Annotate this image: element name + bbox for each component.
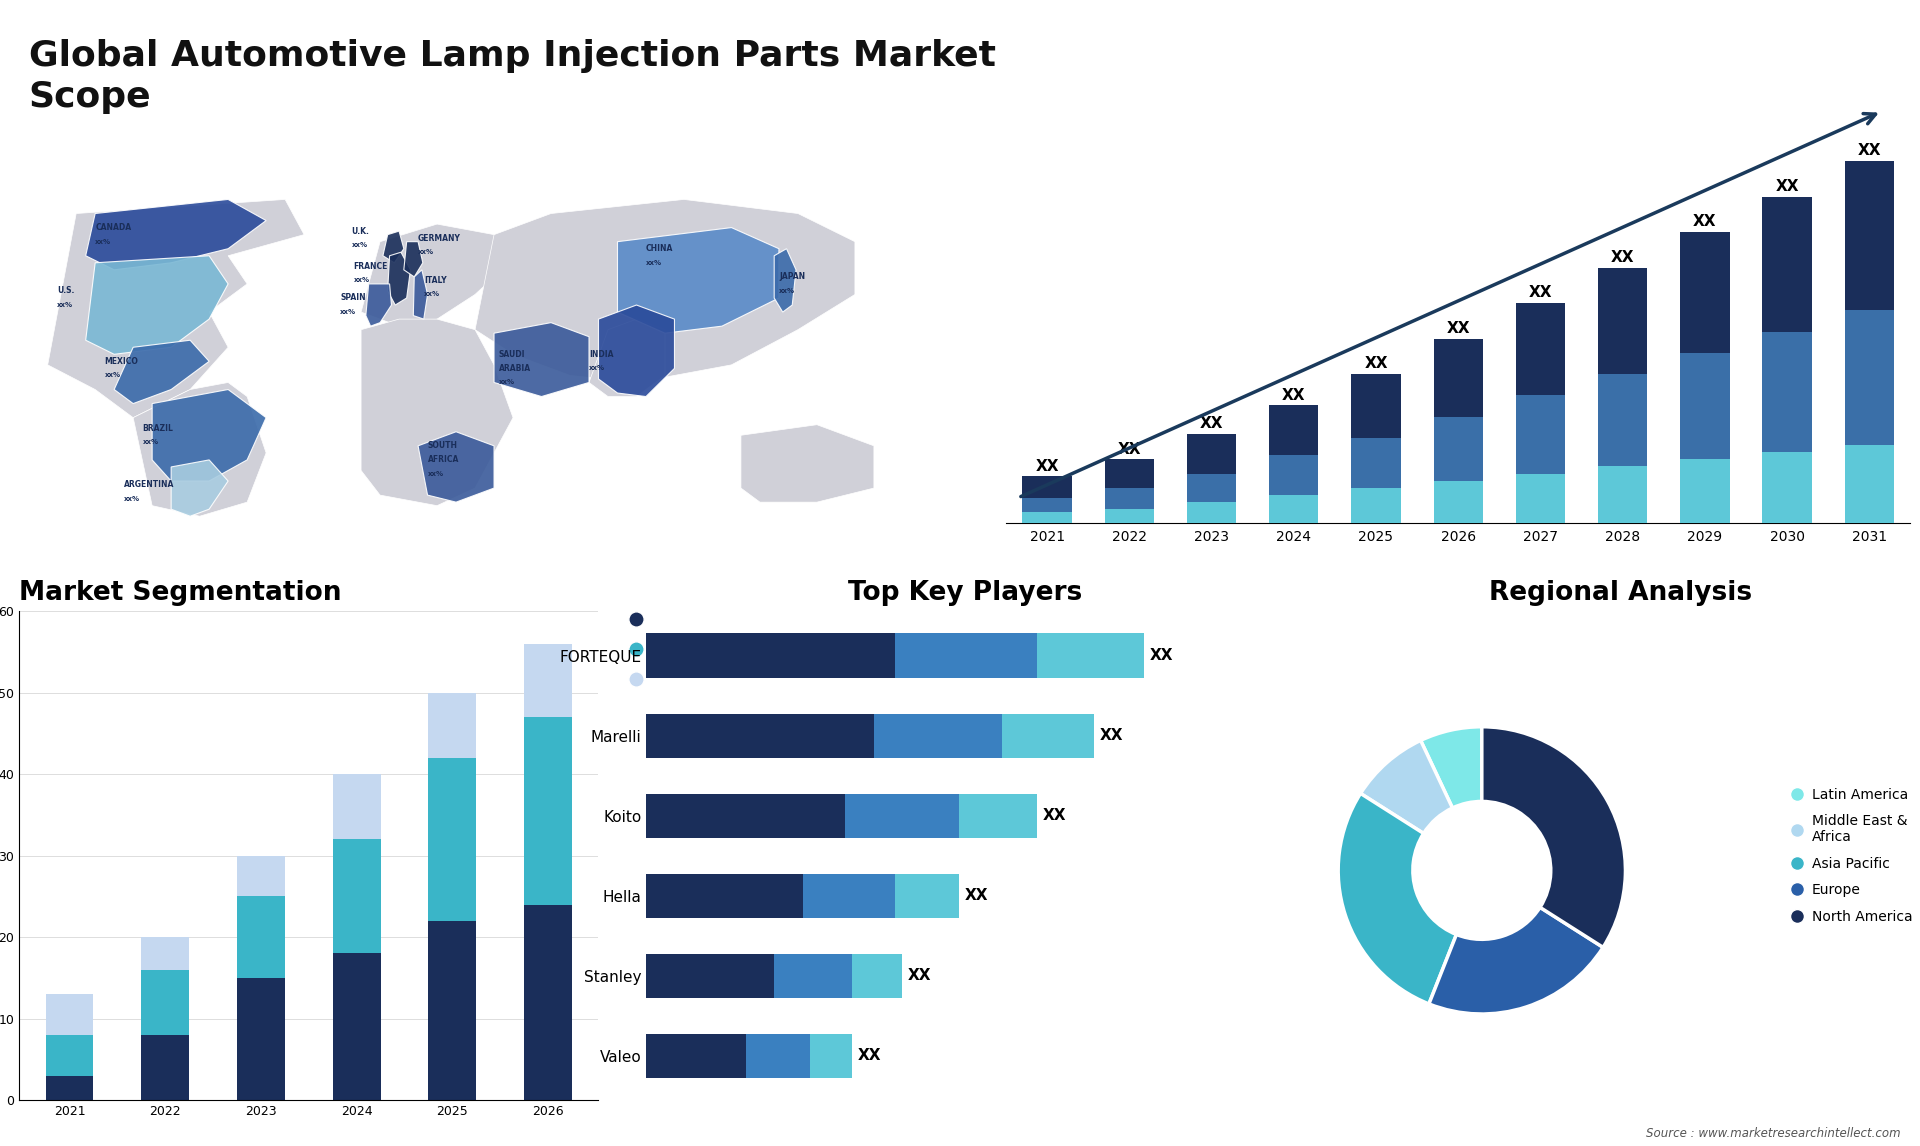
- Bar: [1597, 268, 1647, 374]
- Text: XX: XX: [964, 888, 989, 903]
- Text: XX: XX: [1365, 356, 1388, 371]
- Bar: [1845, 162, 1893, 311]
- Title: Regional Analysis: Regional Analysis: [1490, 580, 1753, 606]
- Bar: [1021, 497, 1071, 512]
- Text: XX: XX: [1446, 321, 1471, 336]
- Bar: [647, 953, 774, 998]
- Bar: [1845, 311, 1893, 445]
- Text: XX: XX: [1693, 214, 1716, 229]
- Bar: [46, 1076, 94, 1100]
- Bar: [332, 953, 380, 1100]
- Bar: [1352, 438, 1400, 488]
- Bar: [852, 953, 902, 998]
- Bar: [1763, 197, 1812, 331]
- Bar: [1434, 480, 1482, 524]
- Bar: [1434, 417, 1482, 480]
- Bar: [810, 1034, 852, 1078]
- Bar: [142, 937, 190, 970]
- Bar: [46, 1035, 94, 1076]
- Bar: [142, 1035, 190, 1100]
- Text: Global Automotive Lamp Injection Parts Market Size and
Scope: Global Automotive Lamp Injection Parts M…: [29, 39, 1181, 113]
- Text: XX: XX: [858, 1049, 881, 1063]
- Bar: [774, 953, 852, 998]
- Bar: [1434, 339, 1482, 417]
- Text: XX: XX: [1043, 808, 1066, 823]
- Text: XX: XX: [1100, 728, 1123, 743]
- Bar: [236, 856, 284, 896]
- Bar: [1680, 353, 1730, 460]
- Legend: Latin America, Middle East &
Africa, Asia Pacific, Europe, North America: Latin America, Middle East & Africa, Asi…: [1791, 785, 1914, 927]
- Text: XX: XX: [908, 968, 931, 983]
- Text: XX: XX: [1150, 647, 1173, 664]
- Bar: [236, 896, 284, 978]
- Text: Source : www.marketresearchintellect.com: Source : www.marketresearchintellect.com: [1645, 1128, 1901, 1140]
- Bar: [895, 873, 960, 918]
- Bar: [1763, 453, 1812, 524]
- Bar: [1269, 406, 1319, 455]
- Bar: [647, 1034, 745, 1078]
- Bar: [428, 692, 476, 758]
- Text: Market Segmentation: Market Segmentation: [19, 580, 342, 606]
- Bar: [1680, 233, 1730, 353]
- Bar: [1352, 374, 1400, 438]
- Bar: [803, 873, 895, 918]
- Bar: [647, 873, 803, 918]
- Title: Top Key Players: Top Key Players: [847, 580, 1083, 606]
- Bar: [1187, 473, 1236, 502]
- Bar: [332, 775, 380, 839]
- Bar: [1515, 395, 1565, 473]
- Bar: [142, 970, 190, 1035]
- Bar: [647, 794, 845, 838]
- Bar: [874, 714, 1002, 758]
- Bar: [524, 644, 572, 717]
- Text: XX: XX: [1283, 387, 1306, 402]
- Bar: [1515, 304, 1565, 395]
- Bar: [46, 995, 94, 1035]
- Text: XX: XX: [1776, 179, 1799, 194]
- Bar: [1763, 331, 1812, 453]
- Text: XX: XX: [1611, 250, 1634, 265]
- Bar: [895, 634, 1037, 677]
- Text: XX: XX: [1200, 416, 1223, 431]
- Bar: [1104, 488, 1154, 509]
- Bar: [647, 714, 874, 758]
- Bar: [428, 758, 476, 921]
- Bar: [1515, 473, 1565, 524]
- Bar: [1021, 512, 1071, 524]
- Bar: [745, 1034, 810, 1078]
- Bar: [1187, 434, 1236, 473]
- Bar: [1680, 460, 1730, 524]
- Bar: [524, 717, 572, 904]
- Legend: Type, Application, Geography: Type, Application, Geography: [618, 610, 753, 691]
- Bar: [524, 904, 572, 1100]
- Bar: [647, 634, 895, 677]
- Bar: [1002, 714, 1094, 758]
- Bar: [1597, 466, 1647, 524]
- Bar: [1845, 445, 1893, 524]
- Bar: [1104, 509, 1154, 524]
- Text: XX: XX: [1857, 143, 1882, 158]
- Bar: [1597, 374, 1647, 466]
- Bar: [845, 794, 960, 838]
- Bar: [1352, 488, 1400, 524]
- Bar: [332, 839, 380, 953]
- Text: XX: XX: [1035, 458, 1058, 473]
- Bar: [1021, 477, 1071, 497]
- Text: XX: XX: [1528, 285, 1551, 300]
- Bar: [236, 978, 284, 1100]
- Bar: [1104, 460, 1154, 488]
- Bar: [428, 921, 476, 1100]
- Text: XX: XX: [1117, 441, 1140, 456]
- Bar: [960, 794, 1037, 838]
- Bar: [1037, 634, 1144, 677]
- Bar: [1269, 455, 1319, 495]
- Bar: [1269, 495, 1319, 524]
- Bar: [1187, 502, 1236, 524]
